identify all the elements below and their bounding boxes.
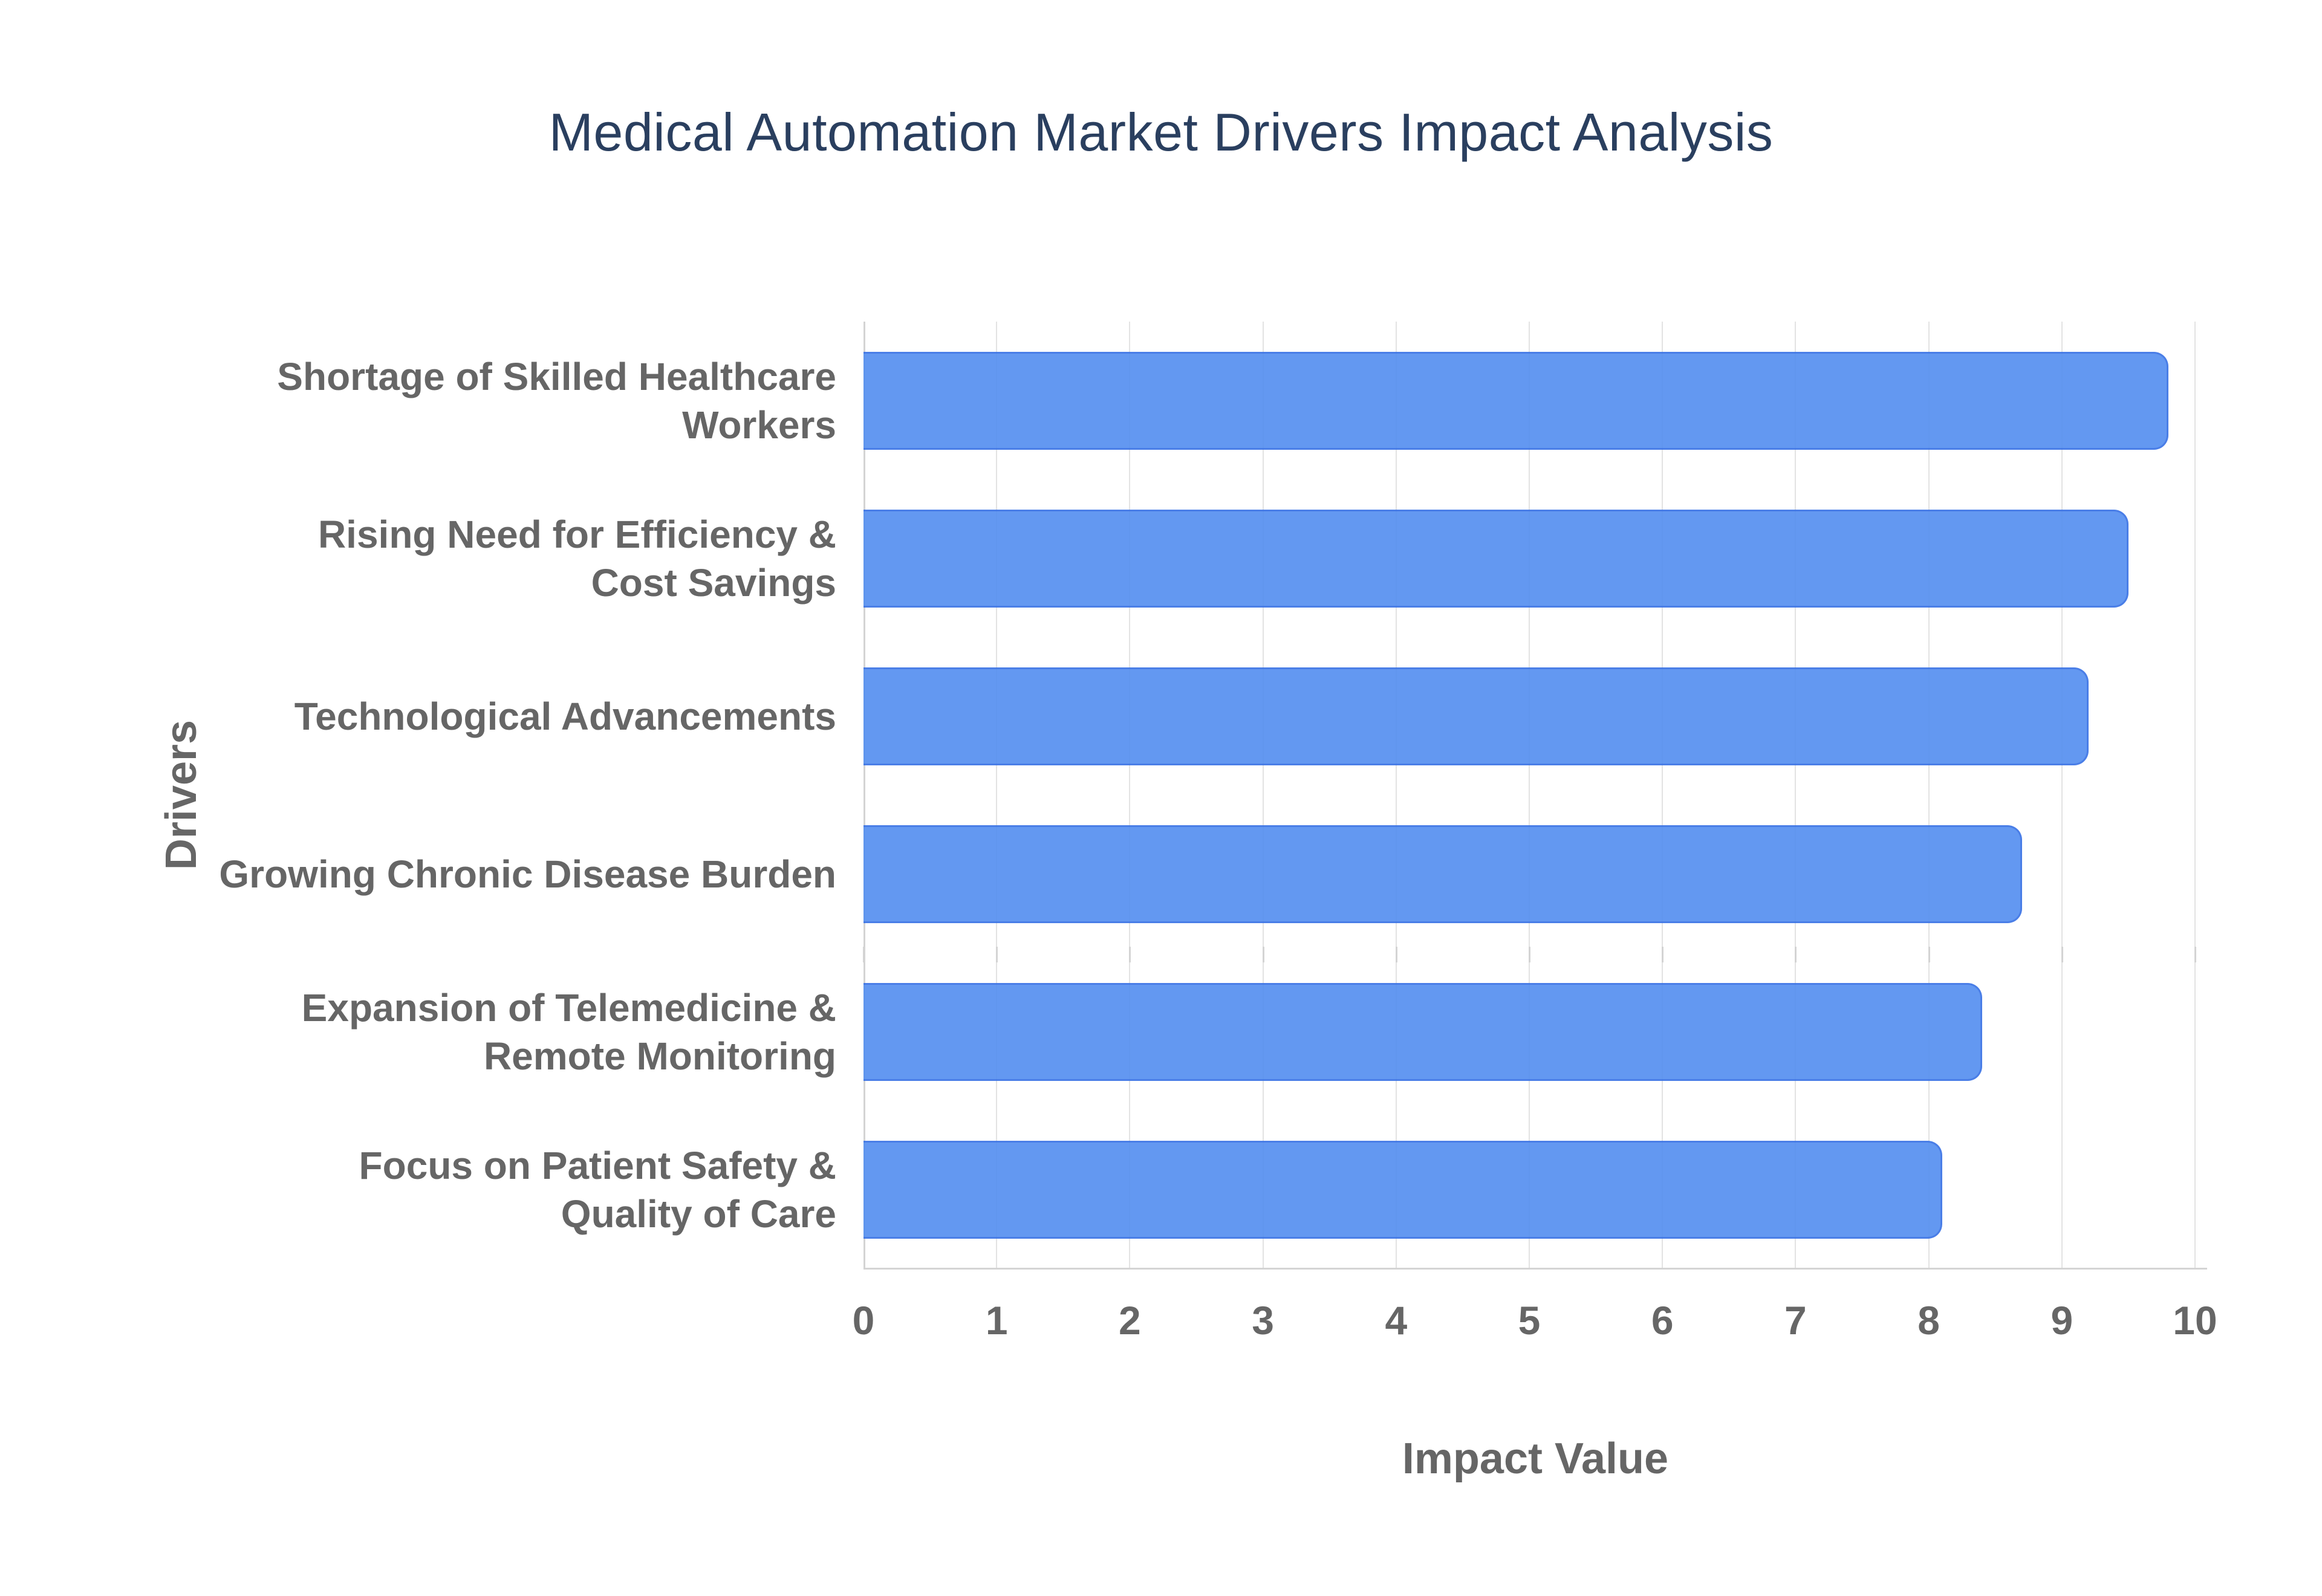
x-tick-mark — [1395, 947, 1397, 962]
x-tick-mark — [2061, 947, 2063, 962]
x-tick-mark — [1129, 947, 1131, 962]
x-tick-label-4: 4 — [1385, 1298, 1408, 1343]
bar-5[interactable] — [863, 982, 1982, 1081]
category-label-2: Rising Need for Efficiency & Cost Savings — [317, 512, 836, 605]
x-tick-mark — [1529, 947, 1530, 962]
x-tick-label-6: 6 — [1651, 1298, 1674, 1343]
y-axis-title: Drivers — [157, 719, 206, 871]
plot-area[interactable] — [863, 322, 2207, 1270]
gridline — [2194, 322, 2196, 1268]
x-axis-title: Impact Value — [1402, 1435, 1669, 1483]
category-label-4: Growing Chronic Disease Burden — [219, 852, 836, 896]
x-tick-mark — [1928, 947, 1930, 962]
bar-4[interactable] — [863, 825, 2022, 923]
bar-2[interactable] — [863, 509, 2128, 608]
gridline — [1529, 322, 1530, 1268]
x-tick-label-9: 9 — [2050, 1298, 2073, 1343]
x-tick-label-3: 3 — [1252, 1298, 1274, 1343]
gridline — [996, 322, 998, 1268]
x-tick-label-2: 2 — [1119, 1298, 1141, 1343]
chart-title: Medical Automation Market Drivers Impact… — [548, 102, 1774, 162]
x-tick-label-7: 7 — [1784, 1298, 1807, 1343]
x-tick-mark — [2194, 947, 2196, 962]
x-tick-mark — [996, 947, 998, 962]
gridline — [1928, 322, 1930, 1268]
gridline — [1662, 322, 1663, 1268]
x-tick-label-5: 5 — [1518, 1298, 1541, 1343]
bar-1[interactable] — [863, 351, 2168, 450]
category-label-6: Focus on Patient Safety & Quality of Care — [359, 1143, 836, 1236]
x-tick-label-0: 0 — [852, 1298, 875, 1343]
bar-3[interactable] — [863, 667, 2089, 765]
x-tick-label-10: 10 — [2173, 1298, 2217, 1343]
x-tick-mark — [863, 947, 865, 962]
category-label-1: Shortage of Skilled Healthcare Workers — [277, 354, 836, 447]
x-axis-line — [863, 1268, 2207, 1270]
bar-6[interactable] — [863, 1140, 1942, 1239]
x-tick-mark — [1795, 947, 1797, 962]
gridline — [1129, 322, 1131, 1268]
gridline — [1395, 322, 1397, 1268]
x-tick-label-8: 8 — [1917, 1298, 1940, 1343]
x-tick-mark — [1662, 947, 1664, 962]
gridline — [1795, 322, 1797, 1268]
category-label-3: Technological Advancements — [294, 694, 836, 738]
gridline — [1262, 322, 1264, 1268]
x-axis-zero-line — [863, 322, 865, 1268]
x-tick-label-1: 1 — [985, 1298, 1008, 1343]
x-tick-mark — [1262, 947, 1264, 962]
category-label-5: Expansion of Telemedicine & Remote Monito… — [301, 985, 836, 1078]
gridline — [2061, 322, 2063, 1268]
